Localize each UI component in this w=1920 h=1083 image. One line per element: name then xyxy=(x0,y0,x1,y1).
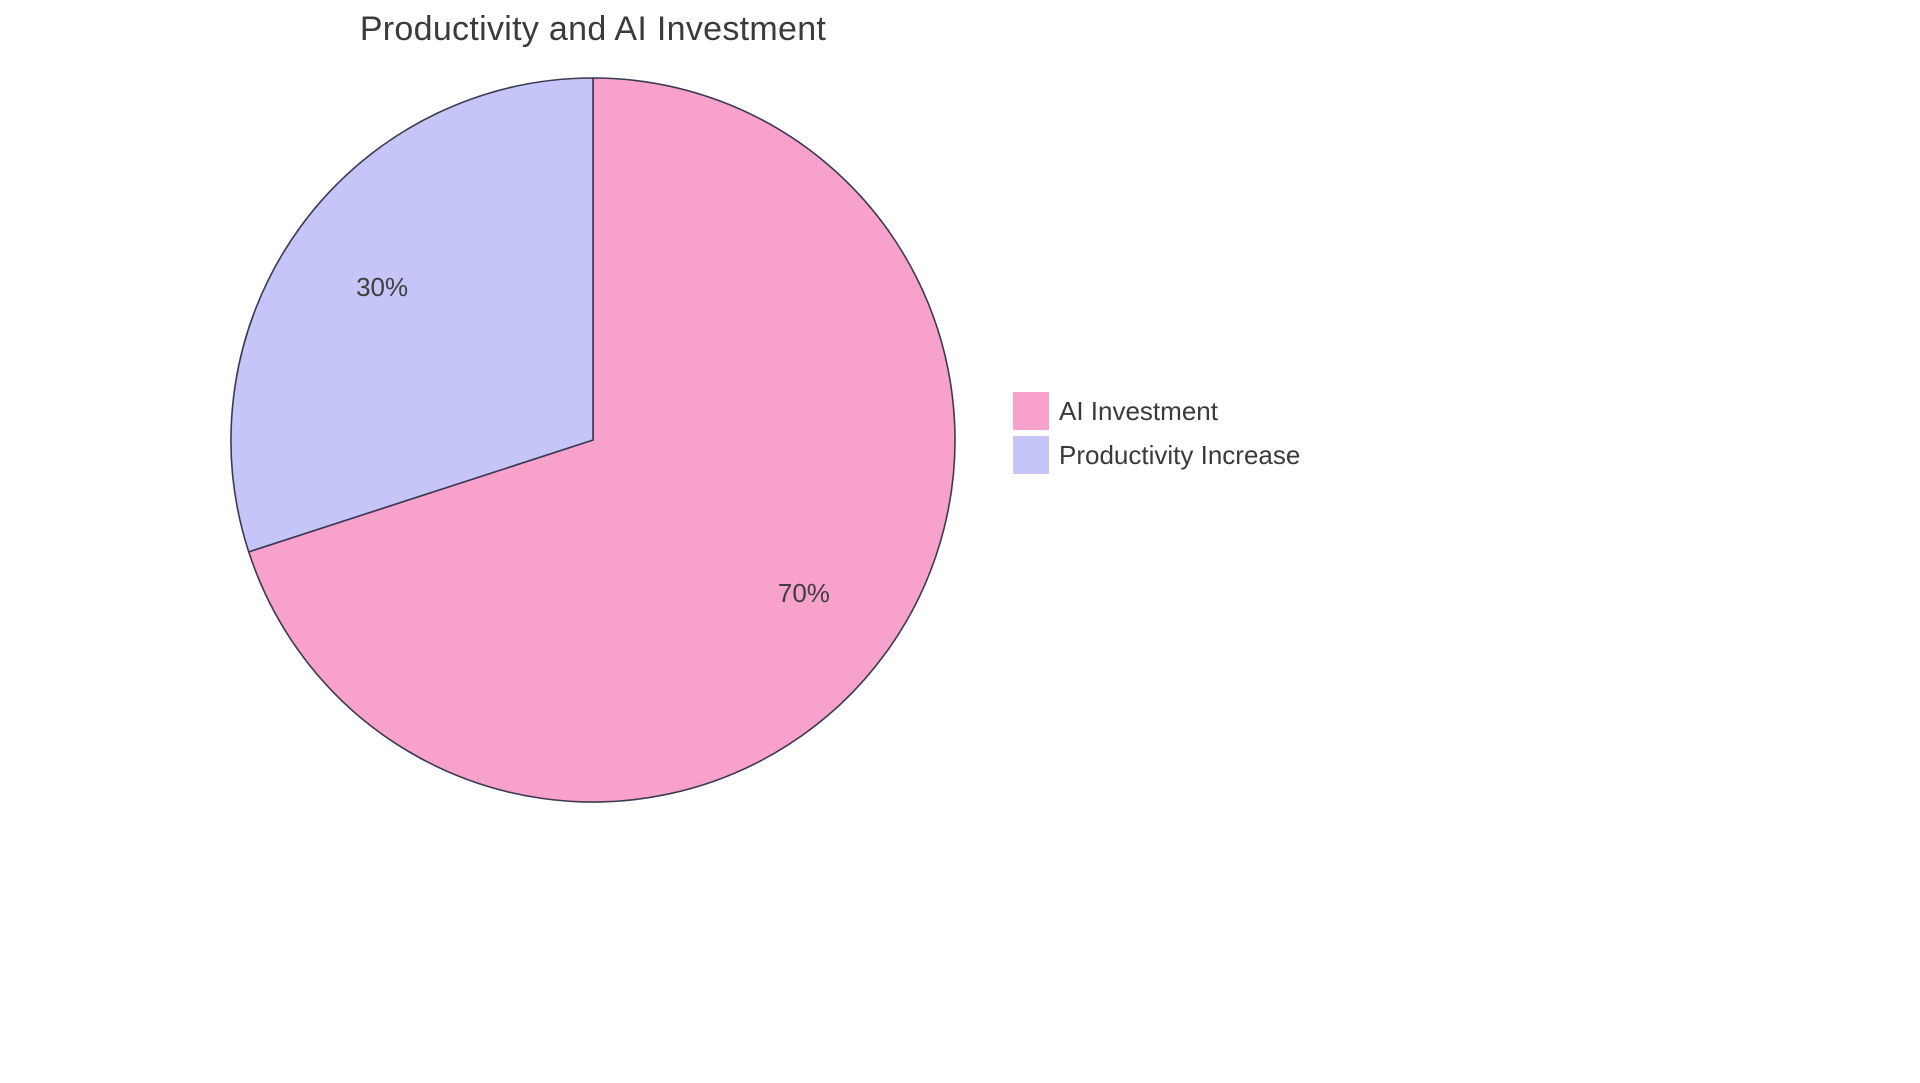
legend-item-productivity-increase[interactable]: Productivity Increase xyxy=(1013,436,1300,474)
legend-swatch-ai-investment xyxy=(1013,392,1049,430)
legend-label-ai-investment: AI Investment xyxy=(1059,395,1218,426)
pie-slice-ai-investment[interactable] xyxy=(247,77,956,803)
chart-title: Productivity and AI Investment xyxy=(359,10,827,48)
legend: AI Investment Productivity Increase xyxy=(1013,392,1300,474)
pie-slice-productivity-increase[interactable] xyxy=(230,77,594,553)
slice-label-ai-investment: 70% xyxy=(778,578,830,608)
legend-item-ai-investment[interactable]: AI Investment xyxy=(1013,392,1300,430)
legend-swatch-productivity-increase xyxy=(1013,436,1049,474)
slice-label-productivity-increase: 30% xyxy=(356,272,408,302)
legend-label-productivity-increase: Productivity Increase xyxy=(1059,439,1301,470)
